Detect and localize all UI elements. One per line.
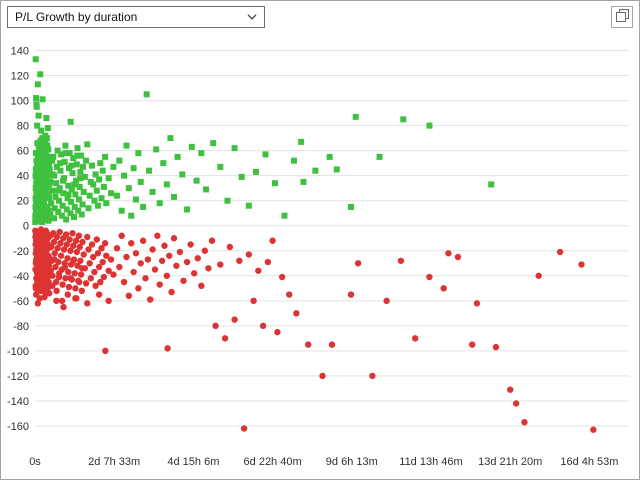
chart-area: -160 -140 -120 -100 -80 -60 -40 -20 0 20 40 60 80 100… — [1, 31, 639, 477]
y-axis-tick-label: -40 — [13, 271, 29, 283]
x-axis-tick-label: 11d 13h 46m — [399, 456, 462, 468]
y-axis-tick-label: -160 — [7, 421, 29, 433]
y-axis-tick-label: -80 — [13, 321, 29, 333]
y-axis-tick-label: 100 — [11, 96, 29, 108]
y-axis-tick-label: -60 — [13, 296, 29, 308]
y-axis-tick-label: 0 — [23, 221, 29, 233]
pl-growth-scatter-chart: -160 -140 -120 -100 -80 -60 -40 -20 0 20 40 60 80 100… — [7, 46, 629, 468]
x-axis-tick-label: 2d 7h 33m — [88, 456, 140, 468]
x-axis-tick-label: 6d 22h 40m — [244, 456, 302, 468]
x-axis-tick-label: 13d 21h 20m — [478, 456, 542, 468]
x-axis-tick-label: 9d 6h 13m — [326, 456, 378, 468]
x-axis-tick-label: 16d 4h 53m — [560, 456, 618, 468]
chart-type-dropdown[interactable]: P/L Growth by duration — [7, 6, 265, 28]
y-axis-tick-label: -100 — [7, 346, 29, 358]
y-axis-tick-label: 20 — [17, 196, 29, 208]
y-axis-tick-label: -120 — [7, 371, 29, 383]
positive-series — [32, 56, 495, 225]
y-axis-tick-label: -20 — [13, 246, 29, 258]
x-axis-labels: 0s 2d 7h 33m 4d 15h 6m 6d 22h 40m 9d 6h 13m 1… — [29, 456, 618, 468]
y-axis-tick-label: 60 — [17, 146, 29, 158]
chevron-down-icon — [247, 14, 257, 20]
y-axis-tick-label: 40 — [17, 171, 29, 183]
chart-toolbar: P/L Growth by duration — [1, 1, 639, 31]
y-axis-tick-label: 80 — [17, 121, 29, 133]
y-axis-tick-label: 140 — [11, 46, 29, 58]
chart-type-dropdown-value: P/L Growth by duration — [15, 10, 138, 24]
open-in-new-window-icon — [615, 9, 629, 25]
y-axis-tick-label: 120 — [11, 71, 29, 83]
x-axis-tick-label: 0s — [29, 456, 41, 468]
x-axis-tick-label: 4d 15h 6m — [167, 456, 219, 468]
y-axis-tick-label: -140 — [7, 396, 29, 408]
negative-series — [32, 226, 597, 433]
popout-button[interactable] — [611, 6, 633, 28]
gridlines: -160 -140 -120 -100 -80 -60 -40 -20 0 20 40 60 80 100… — [7, 46, 629, 433]
